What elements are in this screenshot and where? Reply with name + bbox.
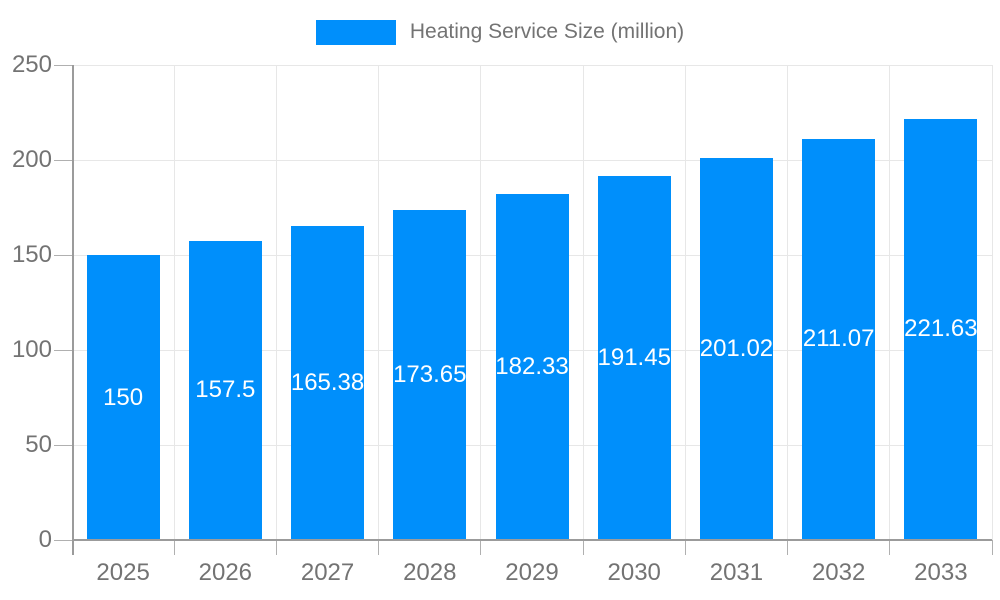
bar[interactable]: [188, 240, 262, 539]
bar[interactable]: [802, 138, 876, 539]
x-tick-mark: [173, 540, 175, 555]
y-tick-mark: [54, 349, 72, 351]
x-tick-mark: [991, 540, 993, 555]
y-tick-label: 100: [11, 336, 52, 363]
x-tick-label: 2028: [403, 559, 457, 586]
x-tick-label: 2032: [811, 559, 866, 586]
v-gridline: [378, 65, 380, 540]
x-tick-label: 2029: [505, 559, 559, 586]
x-tick-mark: [378, 540, 380, 555]
legend-label: Heating Service Size (million): [409, 20, 685, 43]
v-gridline: [991, 65, 993, 540]
y-tick-label: 0: [38, 526, 52, 553]
plot-area: 0 50 100 150 200 250 150 2025 157.5 2026 165.38 202…: [12, 53, 993, 586]
h-gridline: [72, 159, 992, 161]
v-gridline: [889, 65, 891, 540]
y-axis-line: [72, 65, 74, 555]
y-tick-mark: [54, 159, 72, 161]
legend-swatch: [315, 19, 396, 45]
v-gridline: [275, 65, 277, 540]
bar[interactable]: [904, 118, 978, 539]
bar[interactable]: [597, 176, 671, 539]
h-gridline: [72, 64, 992, 66]
x-tick-mark: [684, 540, 686, 555]
y-tick-label: 200: [11, 146, 52, 173]
bar[interactable]: [291, 225, 365, 539]
v-gridline: [480, 65, 482, 540]
y-tick-mark: [54, 539, 72, 541]
bar[interactable]: [699, 158, 773, 539]
x-tick-label: 2025: [96, 559, 150, 586]
y-tick-mark: [54, 444, 72, 446]
y-tick-label: 50: [25, 431, 52, 458]
x-tick-label: 2033: [914, 559, 968, 586]
bar[interactable]: [495, 193, 569, 539]
x-tick-mark: [275, 540, 277, 555]
y-tick-mark: [54, 254, 72, 256]
v-gridline: [173, 65, 175, 540]
v-gridline: [787, 65, 789, 540]
x-tick-label: 2026: [198, 559, 253, 586]
x-tick-mark: [480, 540, 482, 555]
x-tick-label: 2030: [607, 559, 661, 586]
y-tick-label: 150: [11, 241, 52, 268]
legend-item[interactable]: Heating Service Size (million): [0, 14, 1000, 50]
x-tick-label: 2027: [300, 559, 355, 586]
x-axis-line: [72, 539, 992, 541]
bar[interactable]: [393, 210, 467, 539]
x-tick-mark: [889, 540, 891, 555]
y-tick-mark: [54, 64, 72, 66]
v-gridline: [582, 65, 584, 540]
bar[interactable]: [86, 255, 160, 539]
x-tick-mark: [582, 540, 584, 555]
x-tick-mark: [787, 540, 789, 555]
x-tick-label: 2031: [709, 559, 764, 586]
y-tick-label: 250: [11, 51, 52, 78]
v-gridline: [684, 65, 686, 540]
